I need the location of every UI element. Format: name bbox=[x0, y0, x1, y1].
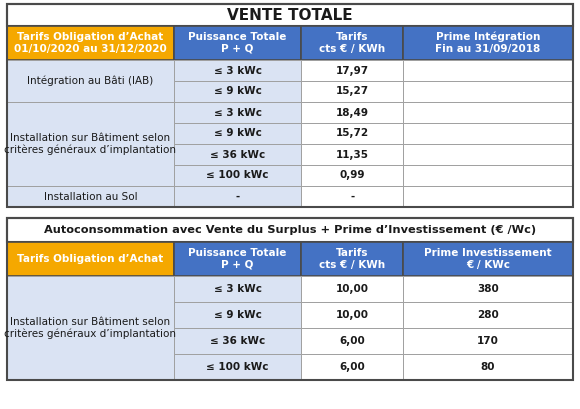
Text: Installation au Sol: Installation au Sol bbox=[44, 191, 137, 202]
Bar bbox=[174, 165, 302, 186]
Bar bbox=[403, 328, 573, 354]
Bar bbox=[174, 26, 302, 60]
Bar bbox=[403, 354, 573, 380]
Text: ≤ 3 kWc: ≤ 3 kWc bbox=[213, 65, 262, 76]
Bar bbox=[7, 218, 573, 242]
Text: ≤ 3 kWc: ≤ 3 kWc bbox=[213, 108, 262, 117]
Bar bbox=[302, 186, 403, 207]
Text: ≤ 100 kWc: ≤ 100 kWc bbox=[206, 362, 269, 372]
Text: 10,00: 10,00 bbox=[336, 310, 369, 320]
Text: Prime Investissement
€ / KWc: Prime Investissement € / KWc bbox=[425, 248, 552, 270]
Text: 280: 280 bbox=[477, 310, 499, 320]
Bar bbox=[302, 123, 403, 144]
Bar bbox=[7, 60, 174, 102]
Text: 170: 170 bbox=[477, 336, 499, 346]
Bar bbox=[302, 165, 403, 186]
Bar bbox=[7, 186, 174, 207]
Bar bbox=[403, 144, 573, 165]
Bar bbox=[7, 26, 174, 60]
Bar bbox=[7, 218, 573, 380]
Text: Autoconsommation avec Vente du Surplus + Prime d’Investissement (€ /Wc): Autoconsommation avec Vente du Surplus +… bbox=[44, 225, 536, 235]
Bar bbox=[174, 102, 302, 123]
Text: Intégration au Bâti (IAB): Intégration au Bâti (IAB) bbox=[27, 76, 154, 86]
Text: Puissance Totale
P + Q: Puissance Totale P + Q bbox=[188, 32, 287, 54]
Bar bbox=[403, 81, 573, 102]
Text: 11,35: 11,35 bbox=[336, 150, 369, 160]
Text: Tarifs
cts € / KWh: Tarifs cts € / KWh bbox=[319, 32, 385, 54]
Bar bbox=[302, 81, 403, 102]
Text: 0,99: 0,99 bbox=[339, 171, 365, 180]
Text: Installation sur Bâtiment selon
critères généraux d’implantation: Installation sur Bâtiment selon critères… bbox=[5, 317, 176, 339]
Text: ≤ 36 kWc: ≤ 36 kWc bbox=[210, 150, 265, 160]
Bar bbox=[7, 4, 573, 207]
Bar bbox=[7, 4, 573, 26]
Text: 17,97: 17,97 bbox=[336, 65, 369, 76]
Text: ≤ 100 kWc: ≤ 100 kWc bbox=[206, 171, 269, 180]
Bar bbox=[174, 144, 302, 165]
Bar bbox=[403, 242, 573, 276]
Bar bbox=[302, 302, 403, 328]
Text: ≤ 9 kWc: ≤ 9 kWc bbox=[213, 310, 262, 320]
Bar bbox=[403, 302, 573, 328]
Bar bbox=[403, 276, 573, 302]
Bar bbox=[403, 26, 573, 60]
Bar bbox=[302, 144, 403, 165]
Bar bbox=[174, 354, 302, 380]
Text: Installation sur Bâtiment selon
critères généraux d’implantation: Installation sur Bâtiment selon critères… bbox=[5, 133, 176, 155]
Bar bbox=[7, 218, 573, 242]
Text: VENTE TOTALE: VENTE TOTALE bbox=[227, 7, 353, 22]
Bar bbox=[174, 276, 302, 302]
Bar bbox=[302, 26, 403, 60]
Text: 6,00: 6,00 bbox=[339, 362, 365, 372]
Text: Tarifs Obligation d’Achat
01/10/2020 au 31/12/2020: Tarifs Obligation d’Achat 01/10/2020 au … bbox=[14, 32, 167, 54]
Text: 6,00: 6,00 bbox=[339, 336, 365, 346]
Bar bbox=[174, 60, 302, 81]
Text: -: - bbox=[235, 191, 240, 202]
Bar bbox=[302, 354, 403, 380]
Text: ≤ 9 kWc: ≤ 9 kWc bbox=[213, 86, 262, 97]
Text: Puissance Totale
P + Q: Puissance Totale P + Q bbox=[188, 248, 287, 270]
Bar bbox=[174, 302, 302, 328]
Bar bbox=[7, 102, 174, 186]
Bar bbox=[302, 60, 403, 81]
Text: -: - bbox=[350, 191, 354, 202]
Bar bbox=[403, 123, 573, 144]
Text: ≤ 36 kWc: ≤ 36 kWc bbox=[210, 336, 265, 346]
Text: ≤ 9 kWc: ≤ 9 kWc bbox=[213, 128, 262, 139]
Text: 18,49: 18,49 bbox=[336, 108, 369, 117]
Text: 80: 80 bbox=[481, 362, 495, 372]
Text: Prime Intégration
Fin au 31/09/2018: Prime Intégration Fin au 31/09/2018 bbox=[436, 32, 541, 54]
Bar bbox=[174, 123, 302, 144]
Bar bbox=[302, 328, 403, 354]
Text: 10,00: 10,00 bbox=[336, 284, 369, 294]
Text: 380: 380 bbox=[477, 284, 499, 294]
Text: Tarifs Obligation d’Achat: Tarifs Obligation d’Achat bbox=[17, 254, 164, 264]
Bar bbox=[174, 242, 302, 276]
Bar bbox=[174, 328, 302, 354]
Bar bbox=[302, 242, 403, 276]
Bar bbox=[174, 81, 302, 102]
Bar bbox=[302, 102, 403, 123]
Bar bbox=[403, 165, 573, 186]
Text: Tarifs
cts € / KWh: Tarifs cts € / KWh bbox=[319, 248, 385, 270]
Bar bbox=[403, 186, 573, 207]
Bar bbox=[7, 276, 174, 380]
Text: 15,27: 15,27 bbox=[336, 86, 369, 97]
Bar bbox=[174, 186, 302, 207]
Text: ≤ 3 kWc: ≤ 3 kWc bbox=[213, 284, 262, 294]
Bar bbox=[7, 4, 573, 26]
Bar bbox=[403, 60, 573, 81]
Bar bbox=[302, 276, 403, 302]
Text: 15,72: 15,72 bbox=[336, 128, 369, 139]
Bar bbox=[7, 242, 174, 276]
Bar bbox=[403, 102, 573, 123]
